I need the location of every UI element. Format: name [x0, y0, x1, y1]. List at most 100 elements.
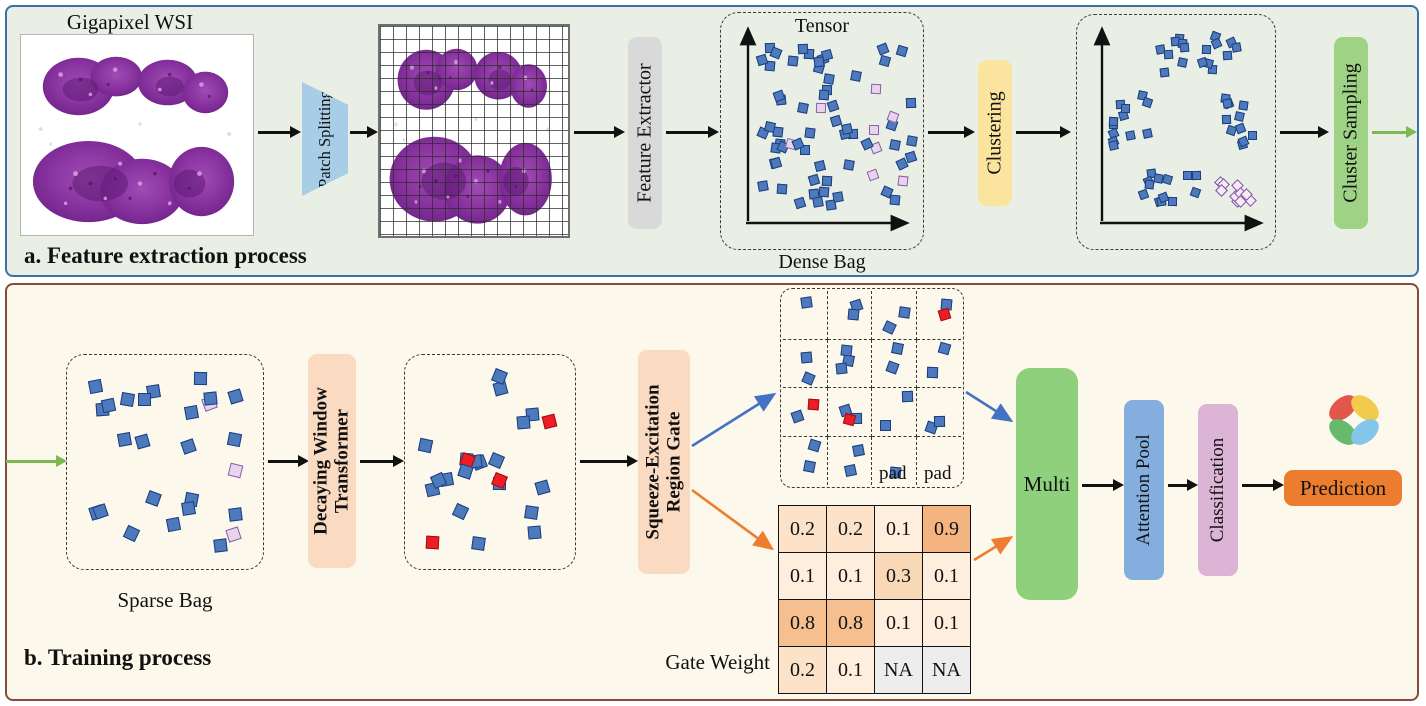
instance-square: [796, 102, 809, 114]
region-cell: [783, 291, 828, 340]
instance-square: [1238, 100, 1249, 111]
gate-weight-label: Gate Weight: [665, 650, 770, 674]
gate-weight-cell: NA: [875, 647, 922, 693]
instance-square: [905, 98, 916, 109]
instance-square: [818, 89, 830, 101]
se-region-gate-block: Squeeze-Excitation Region Gate: [638, 350, 690, 574]
pinwheel-logo-icon: [1318, 384, 1390, 456]
gate-weight-cell: 0.1: [875, 506, 922, 552]
instance-square: [122, 525, 140, 543]
instance-square: [92, 503, 110, 521]
arrow-cluster-sampling-out: [1372, 126, 1417, 138]
instance-square: [180, 501, 196, 517]
region-cell: [916, 291, 961, 340]
gate-weight-cell: 0.9: [923, 506, 970, 552]
instance-square: [1222, 98, 1233, 109]
instance-square: [901, 391, 913, 403]
instance-square: [897, 306, 911, 319]
instance-square: [890, 342, 904, 356]
gate-weight-cell: 0.1: [923, 600, 970, 646]
instance-square: [933, 415, 945, 427]
instance-square: [1191, 171, 1202, 181]
pad-label: pad: [924, 463, 952, 484]
instance-square: [137, 392, 151, 406]
gate-weight-cell: 0.1: [827, 553, 874, 599]
clustered-bag-axes: [1093, 26, 1264, 232]
instance-square: [226, 432, 242, 448]
multi-block: Multi: [1016, 368, 1078, 600]
gate-weight-cell: 0.2: [827, 506, 874, 552]
instance-square: [425, 535, 440, 550]
arrow-sparse-to-transformer: [268, 455, 309, 467]
instance-square: [880, 420, 892, 432]
prediction-label: Prediction: [1299, 475, 1387, 500]
instance-square: [1125, 130, 1136, 141]
instance-square: [776, 183, 788, 195]
instance-square: [1182, 171, 1192, 181]
instance-square: [1221, 114, 1231, 125]
instance-square: [100, 397, 116, 414]
instance-square: [457, 463, 474, 480]
region-grid-box: pad pad: [780, 288, 964, 488]
instance-square: [1163, 50, 1174, 60]
sparse-bag-label: Sparse Bag: [117, 588, 213, 612]
tensor-label: Tensor: [794, 15, 850, 37]
gate-weight-cell: 0.1: [827, 647, 874, 693]
region-grid: pad pad: [783, 291, 961, 485]
instance-square: [843, 412, 857, 427]
arrow-attention-pool-to-classification: [1168, 479, 1198, 491]
instance-square: [801, 371, 817, 386]
arrow-into-sparse-bag: [6, 455, 67, 467]
arrow-wsi-to-patch-splitting: [258, 126, 301, 138]
arrow-patched-to-feature-extractor: [574, 126, 625, 138]
instance-square: [802, 459, 816, 473]
instance-square: [800, 296, 813, 310]
instance-square: [1120, 103, 1130, 114]
instance-square: [193, 372, 208, 386]
instance-square: [757, 180, 770, 192]
region-cell: pad: [872, 436, 917, 485]
instance-square: [203, 391, 218, 406]
wsi-image: [20, 34, 254, 236]
instance-square: [842, 159, 855, 171]
region-cell: [783, 339, 828, 388]
instance-square: [524, 504, 539, 520]
patch-grid-overlay: [380, 26, 568, 236]
instance-square: [1108, 116, 1119, 127]
prediction-block: Prediction: [1284, 470, 1402, 506]
dense-bag-box: Tensor: [720, 12, 924, 250]
instance-square: [541, 413, 558, 430]
instance-square: [800, 351, 813, 364]
arrow-transformer-to-window-bag: [360, 455, 404, 467]
instance-square: [868, 124, 879, 135]
gate-weight-cell: 0.1: [923, 553, 970, 599]
instance-square: [926, 367, 938, 379]
arrow-classification-to-prediction: [1242, 479, 1284, 491]
arrow-clusters-to-cluster-sampling: [1280, 126, 1329, 138]
clustered-bag-box: [1076, 14, 1276, 250]
dense-bag-axes: [739, 26, 910, 232]
instance-square: [905, 135, 918, 147]
patch-splitting-label: Patch Splitting: [315, 90, 334, 188]
sparse-bag-box: [66, 354, 264, 570]
instance-square: [166, 516, 182, 533]
wsi-image-patched: [378, 24, 570, 238]
instance-square: [804, 126, 816, 139]
instance-square: [797, 43, 808, 54]
region-cell: [916, 388, 961, 437]
instance-square: [516, 415, 531, 430]
region-cell: [827, 291, 872, 340]
instance-square: [120, 392, 136, 408]
arrow-feature-extractor-to-dense-bag: [666, 126, 719, 138]
region-cell: [783, 388, 828, 437]
instance-square: [116, 432, 132, 448]
se-region-gate-label: Squeeze-Excitation Region Gate: [642, 384, 685, 540]
instance-square: [885, 360, 900, 375]
instance-square: [471, 535, 487, 551]
instance-square: [134, 433, 151, 450]
panel-b-title: b. Training process: [24, 645, 212, 670]
instance-square: [1153, 173, 1164, 185]
instance-square: [800, 144, 810, 155]
region-cell: [872, 388, 917, 437]
instance-square: [823, 73, 835, 85]
